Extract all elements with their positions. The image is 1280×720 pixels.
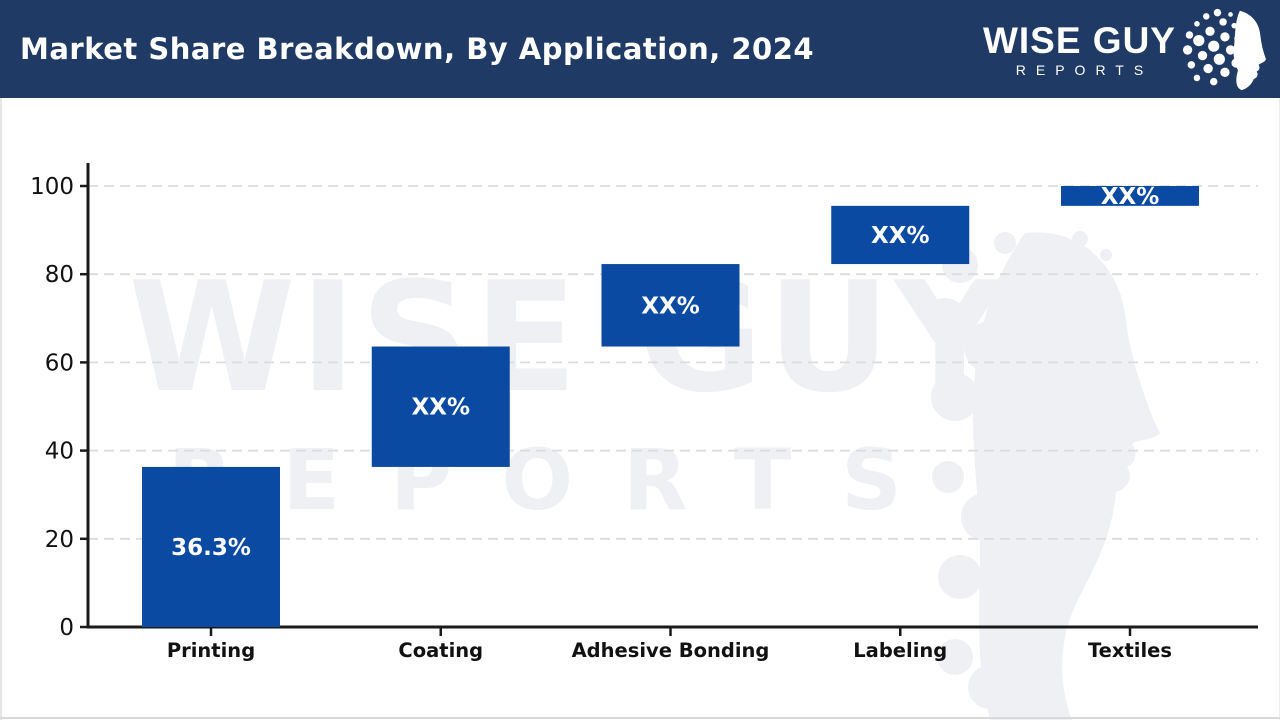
watermark-text-2: REPORTS	[168, 431, 952, 529]
page-bottom-border	[0, 717, 1280, 719]
y-tick-label: 0	[59, 615, 74, 641]
logo-head-icon	[1182, 8, 1266, 91]
y-tick-label: 80	[45, 262, 74, 288]
category-label: Printing	[167, 639, 255, 662]
logo-name-text: WISE GUY	[982, 19, 1176, 61]
y-tick-label: 60	[45, 350, 74, 376]
header: Market Share Breakdown, By Application, …	[0, 0, 1280, 98]
bar	[1061, 186, 1199, 206]
bar	[601, 264, 740, 347]
category-label: Textiles	[1088, 639, 1172, 662]
y-tick-label: 40	[45, 439, 74, 465]
watermark-text-1: WISE GUY	[128, 249, 1009, 426]
bar-value-label: XX%	[641, 293, 700, 319]
logo-wordmark: WISE GUY REPORTS	[983, 22, 1176, 77]
category-label: Labeling	[853, 639, 947, 662]
logo: WISE GUY REPORTS	[983, 7, 1280, 91]
category-label: Adhesive Bonding	[572, 639, 770, 662]
bar	[142, 466, 280, 627]
y-tick-label: 20	[45, 527, 74, 553]
bar-value-label: XX%	[871, 223, 930, 249]
logo-subtitle-text: REPORTS	[1015, 61, 1154, 78]
bar	[371, 346, 510, 467]
bar-value-label: XX%	[1101, 184, 1160, 210]
page-left-border	[0, 98, 2, 720]
page-title: Market Share Breakdown, By Application, …	[20, 32, 815, 66]
bar-value-label: XX%	[411, 395, 470, 421]
y-tick-label: 100	[30, 174, 74, 200]
category-label: Coating	[398, 639, 483, 662]
bar	[831, 205, 970, 265]
bar-value-label: 36.3%	[171, 535, 251, 561]
